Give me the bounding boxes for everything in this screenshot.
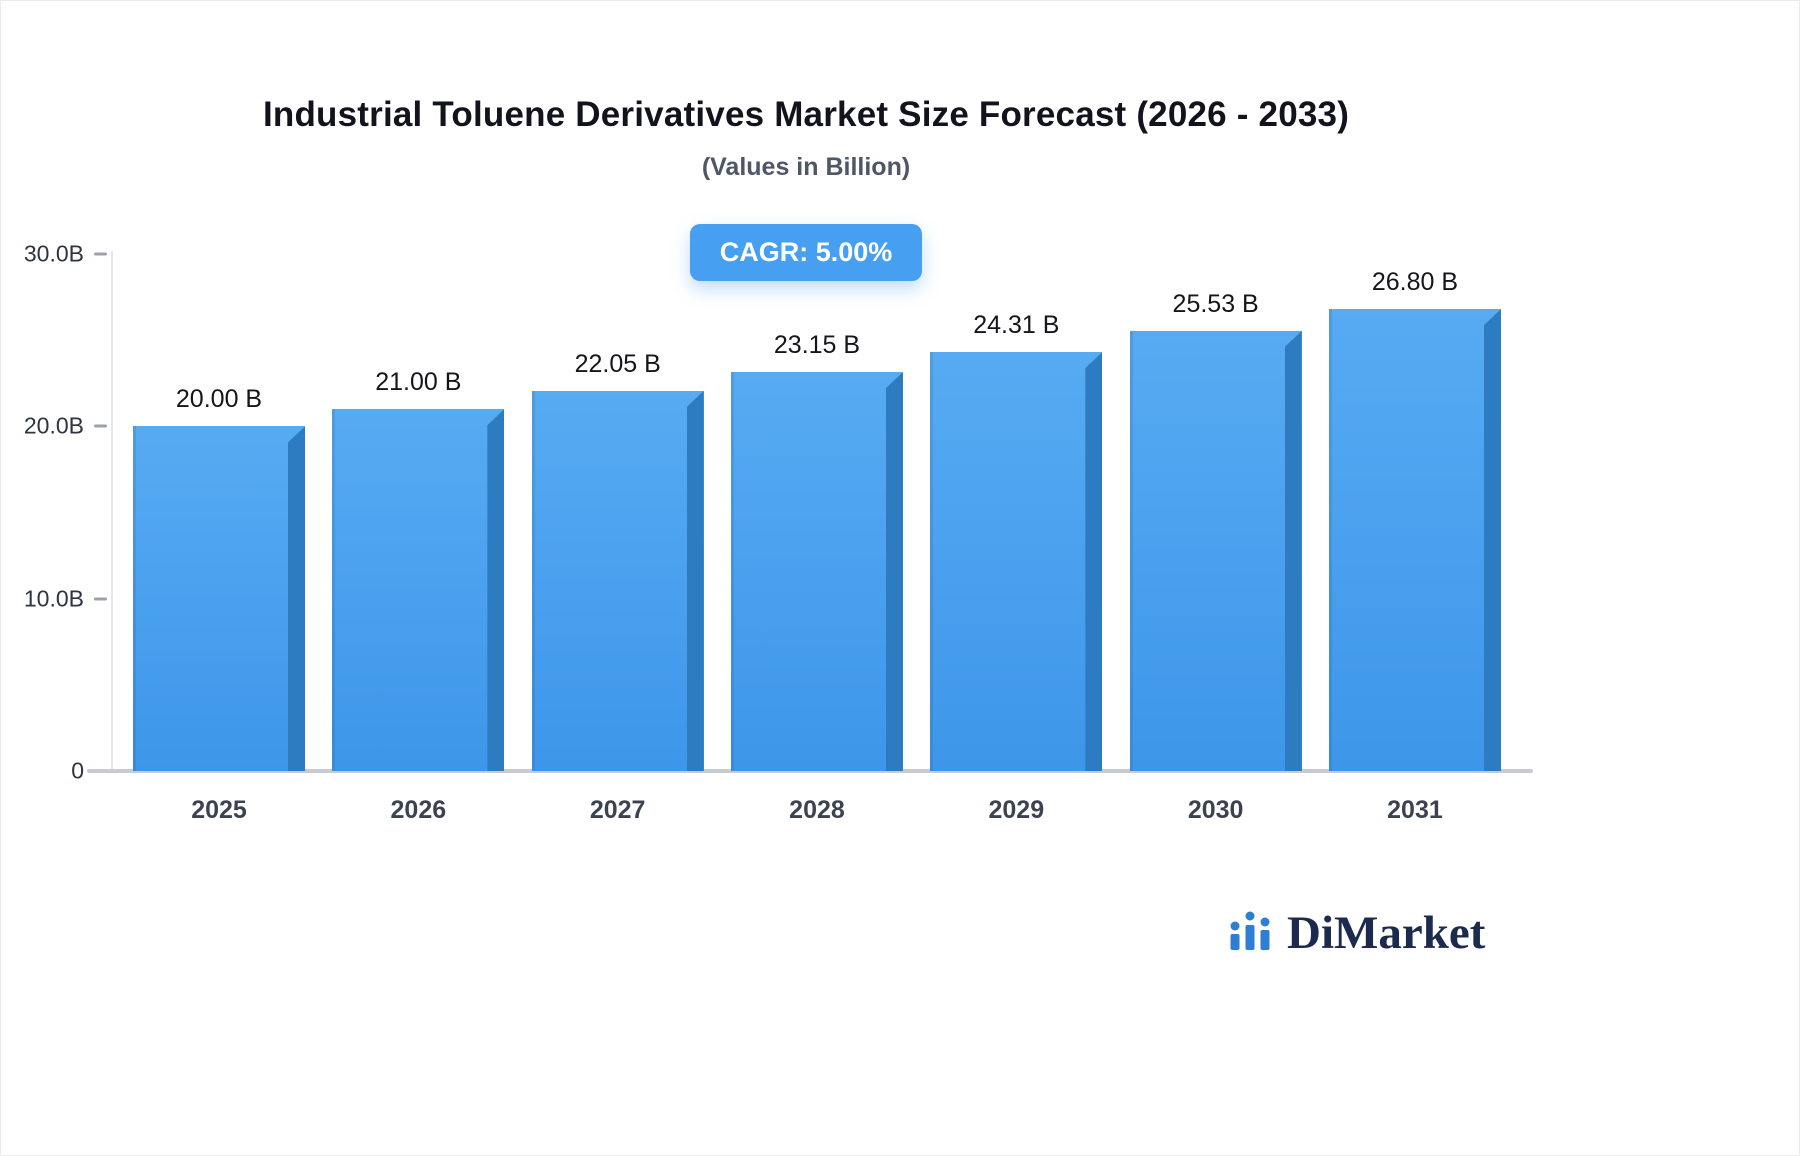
y-axis-tick: 20.0B — [24, 413, 107, 440]
brand-logo: DiMarket — [1227, 904, 1485, 957]
bar-group: 21.00 B 2026 — [332, 368, 505, 824]
y-axis-tick-label: 20.0B — [23, 412, 84, 439]
bar-value-label: 26.80 B — [1371, 268, 1459, 297]
bar-value-label: 22.05 B — [574, 350, 661, 379]
x-axis-label: 2027 — [589, 796, 646, 824]
bar[interactable] — [930, 352, 1103, 771]
bar-group: 20.00 B 2025 — [133, 385, 305, 824]
bar-group: 22.05 B 2027 — [531, 350, 704, 824]
bar[interactable] — [531, 391, 704, 771]
y-axis-line — [111, 251, 113, 772]
bar-value-label: 20.00 B — [175, 385, 263, 414]
y-axis-tick: 30.0B — [24, 241, 107, 268]
brand-logo-text: DiMarket — [1287, 907, 1486, 959]
bar[interactable] — [730, 372, 903, 771]
y-axis-tick-label: 0 — [71, 757, 84, 784]
bar[interactable] — [332, 409, 505, 771]
y-axis-tick-label: 30.0B — [23, 240, 84, 267]
y-axis-tick-label: 10.0B — [23, 585, 84, 612]
y-axis-tick-mark — [94, 252, 107, 256]
bar-value-label: 23.15 B — [773, 331, 861, 360]
y-axis-tick-mark — [94, 597, 107, 601]
chart-title: Industrial Toluene Derivatives Market Si… — [262, 95, 1350, 134]
bar[interactable] — [1129, 331, 1302, 771]
bar[interactable] — [1328, 309, 1501, 771]
bar-group: 24.31 B 2029 — [930, 311, 1103, 824]
chart-header: Industrial Toluene Derivatives Market Si… — [91, 95, 1521, 182]
y-axis-tick-mark — [94, 424, 107, 428]
x-axis-line — [87, 769, 1533, 773]
x-axis-label: 2031 — [1387, 796, 1443, 824]
x-axis-label: 2025 — [191, 796, 247, 824]
x-axis-label: 2029 — [988, 796, 1045, 824]
x-axis-label: 2028 — [789, 796, 845, 824]
x-axis-label: 2030 — [1187, 796, 1244, 824]
bar-value-label: 24.31 B — [973, 311, 1060, 340]
bar-chart-icon — [1227, 904, 1275, 957]
cagr-badge: CAGR: 5.00% — [689, 224, 923, 281]
bar-group: 25.53 B 2030 — [1129, 290, 1302, 824]
bar-group: 26.80 B 2031 — [1328, 268, 1501, 824]
bar-value-label: 25.53 B — [1172, 290, 1259, 319]
bar-group: 23.15 B 2028 — [730, 331, 903, 824]
chart-subtitle: (Values in Billion) — [701, 153, 911, 181]
bar[interactable] — [133, 426, 305, 771]
x-axis-label: 2026 — [390, 796, 447, 824]
bar-value-label: 21.00 B — [375, 368, 462, 397]
bars-container: 20.00 B 2025 21.00 B 2026 22.05 B 2027 23.15 B… — [113, 254, 1521, 824]
y-axis: 0 10.0B 20.0B 30.0B — [1, 1, 107, 1155]
y-axis-tick: 10.0B — [24, 585, 107, 612]
cagr-badge-wrap: CAGR: 5.00% — [91, 224, 1521, 281]
